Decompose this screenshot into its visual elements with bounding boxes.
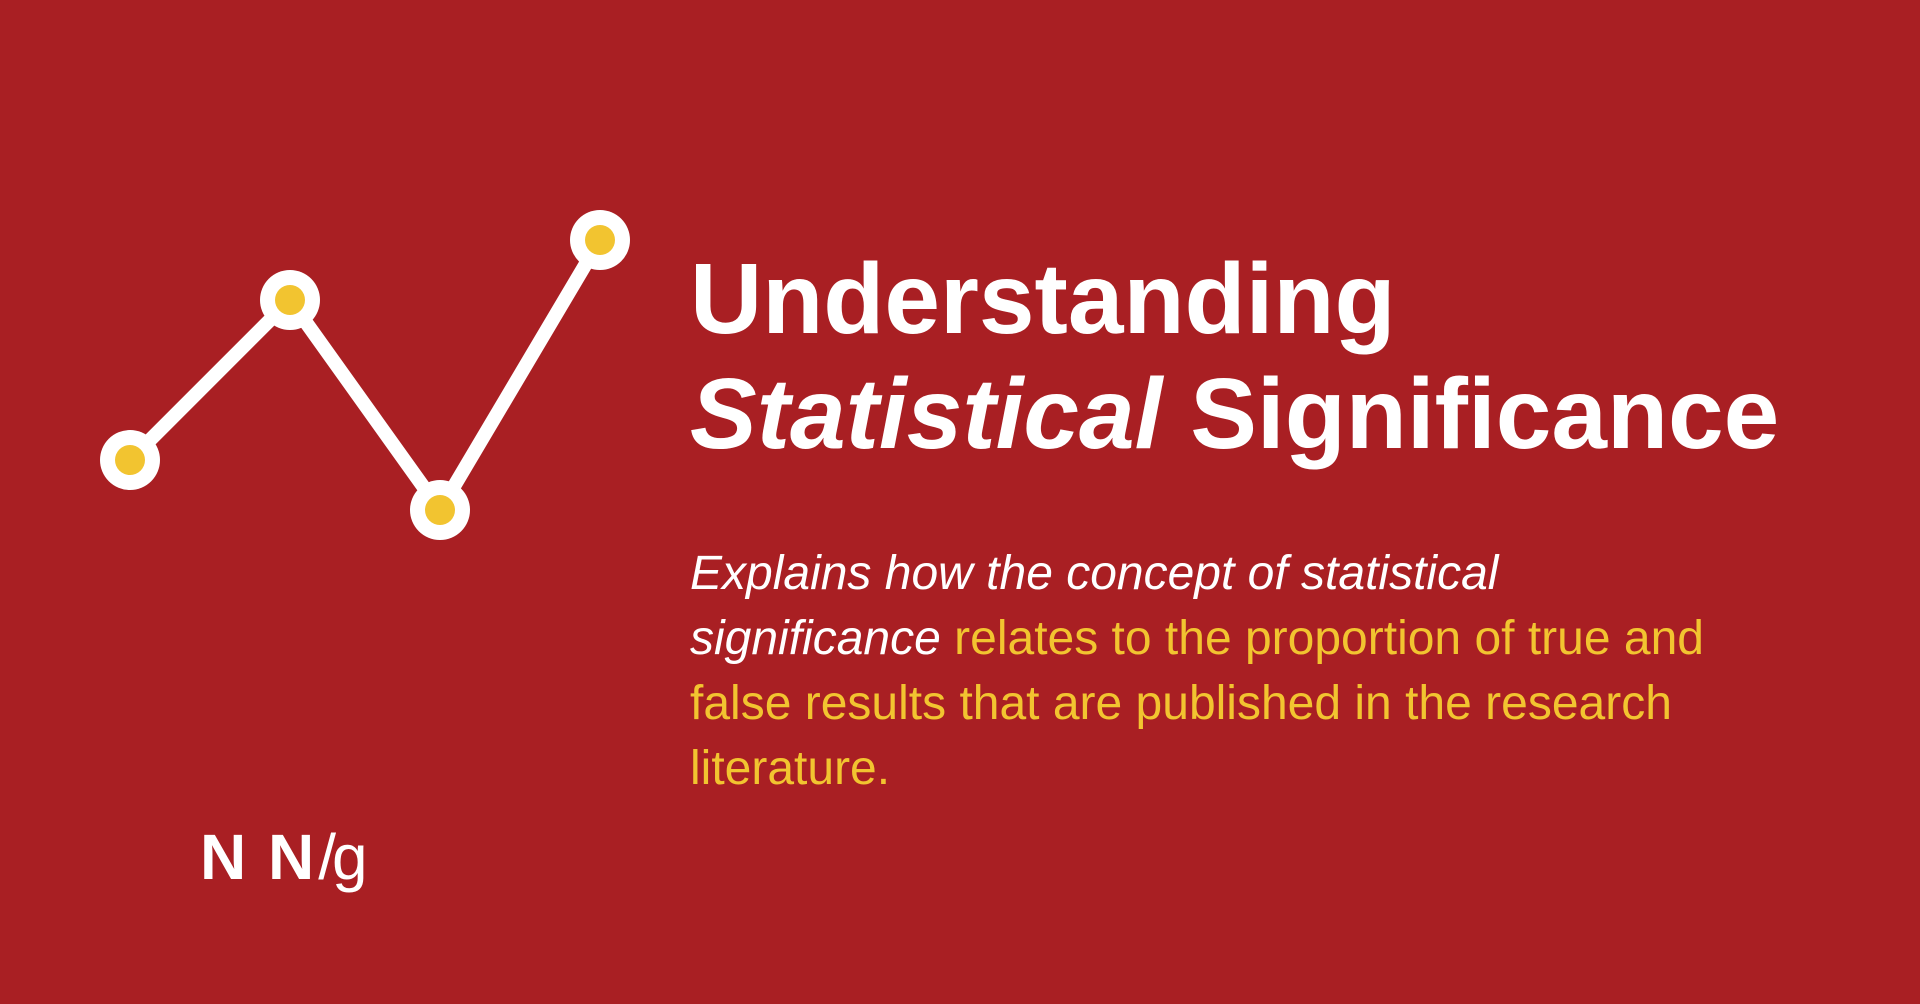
right-column: Understanding Statistical Significance E…: [650, 202, 1820, 801]
left-column: N N/g: [70, 80, 650, 924]
title-rest: Significance: [1162, 358, 1779, 470]
title-line1: Understanding: [690, 243, 1396, 355]
brand-logo: N N/g: [200, 820, 370, 894]
logo-g: g: [332, 821, 370, 893]
line-chart-icon: [70, 180, 660, 580]
main-title: Understanding Statistical Significance: [690, 242, 1820, 472]
infographic-card: N N/g Understanding Statistical Signific…: [0, 0, 1920, 1004]
subtitle: Explains how the concept of statistical …: [690, 542, 1740, 801]
title-italic: Statistical: [690, 358, 1162, 470]
logo-nn: N N: [200, 821, 316, 893]
